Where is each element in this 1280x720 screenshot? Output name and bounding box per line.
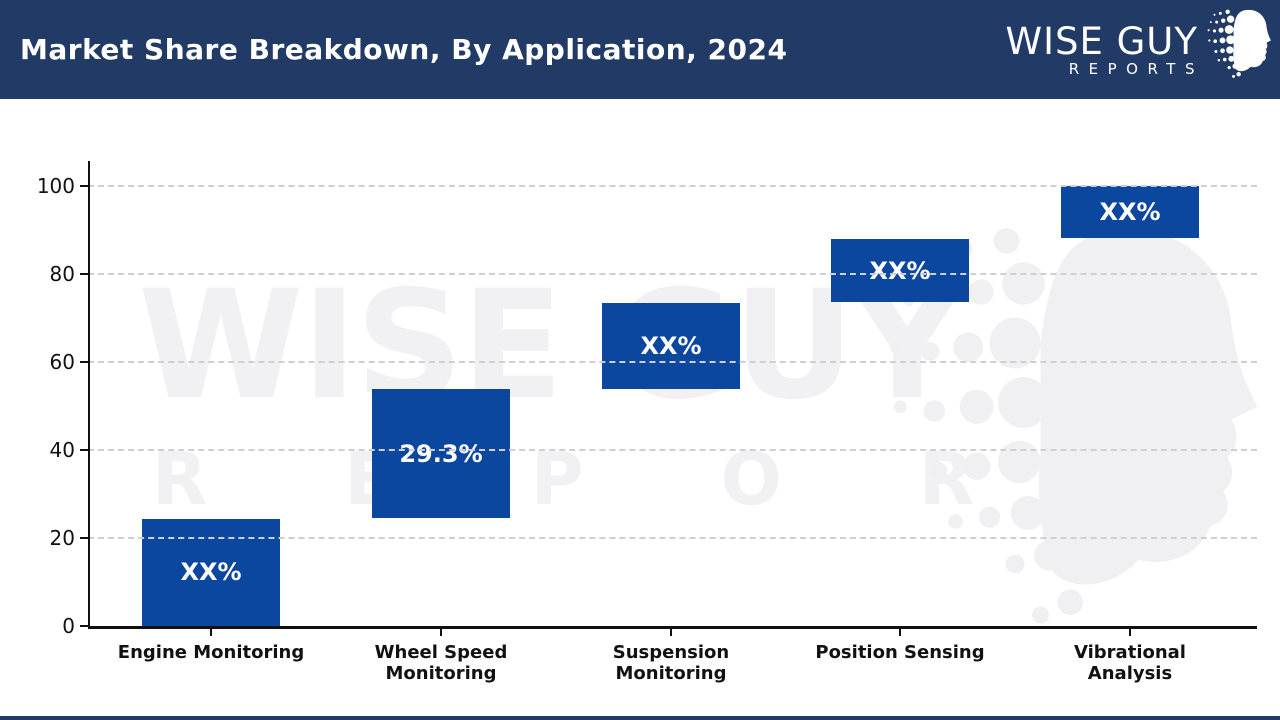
y-tick-label: 40 xyxy=(49,438,75,462)
y-tick-label: 0 xyxy=(62,614,75,638)
y-tick xyxy=(80,361,88,363)
page-title: Market Share Breakdown, By Application, … xyxy=(20,33,788,66)
gridline xyxy=(88,449,1257,451)
chart-canvas: WISE GUY R E P O R T S XX%29.3%XX%XX%XX%… xyxy=(0,99,1280,716)
watermark-line1: WISE GUY xyxy=(138,259,962,433)
y-tick xyxy=(80,185,88,187)
head-profile-dots-icon xyxy=(1207,9,1271,78)
x-tick xyxy=(1129,629,1131,636)
gridline xyxy=(88,361,1257,363)
bar: 29.3% xyxy=(372,389,510,519)
footer-bar xyxy=(0,716,1280,720)
gridline xyxy=(88,185,1257,187)
bar-value-label: XX% xyxy=(869,256,931,285)
bar: XX% xyxy=(142,518,280,626)
bar: XX% xyxy=(831,239,969,303)
logo-subtext-line: REPORTS xyxy=(1068,59,1204,78)
x-tick xyxy=(210,629,212,636)
app-header: Market Share Breakdown, By Application, … xyxy=(0,0,1280,99)
y-tick-label: 60 xyxy=(49,350,75,374)
x-category-label: Wheel Speed Monitoring xyxy=(374,642,508,684)
bar-value-label: 29.3% xyxy=(399,439,483,468)
gridline xyxy=(88,537,1257,539)
bar: XX% xyxy=(1061,186,1199,239)
y-tick-label: 100 xyxy=(36,174,75,198)
y-tick xyxy=(80,625,88,627)
y-axis-spine xyxy=(88,161,90,629)
x-tick xyxy=(670,629,672,636)
x-category-label: Engine Monitoring xyxy=(117,642,305,663)
watermark-head-icon xyxy=(890,228,1258,624)
x-tick xyxy=(440,629,442,636)
x-category-label: Suspension Monitoring xyxy=(612,642,730,684)
bar-value-label: XX% xyxy=(640,331,702,360)
y-tick xyxy=(80,449,88,451)
x-category-label: Position Sensing xyxy=(815,642,985,663)
bar: XX% xyxy=(602,303,740,389)
y-tick xyxy=(80,537,88,539)
x-tick xyxy=(899,629,901,636)
bar-value-label: XX% xyxy=(1099,198,1161,227)
y-tick-label: 20 xyxy=(49,526,75,550)
brand-logo: WISE GUY REPORTS xyxy=(1006,6,1280,94)
y-tick xyxy=(80,273,88,275)
logo-wordmark: WISE GUY REPORTS xyxy=(1005,19,1198,77)
x-axis-spine xyxy=(88,626,1257,629)
logo-wordmark-line: WISE GUY xyxy=(1005,19,1198,63)
y-tick-label: 80 xyxy=(49,262,75,286)
gridline xyxy=(88,273,1257,275)
x-category-label: Vibrational Analysis xyxy=(1074,642,1186,684)
bar-value-label: XX% xyxy=(180,558,242,587)
